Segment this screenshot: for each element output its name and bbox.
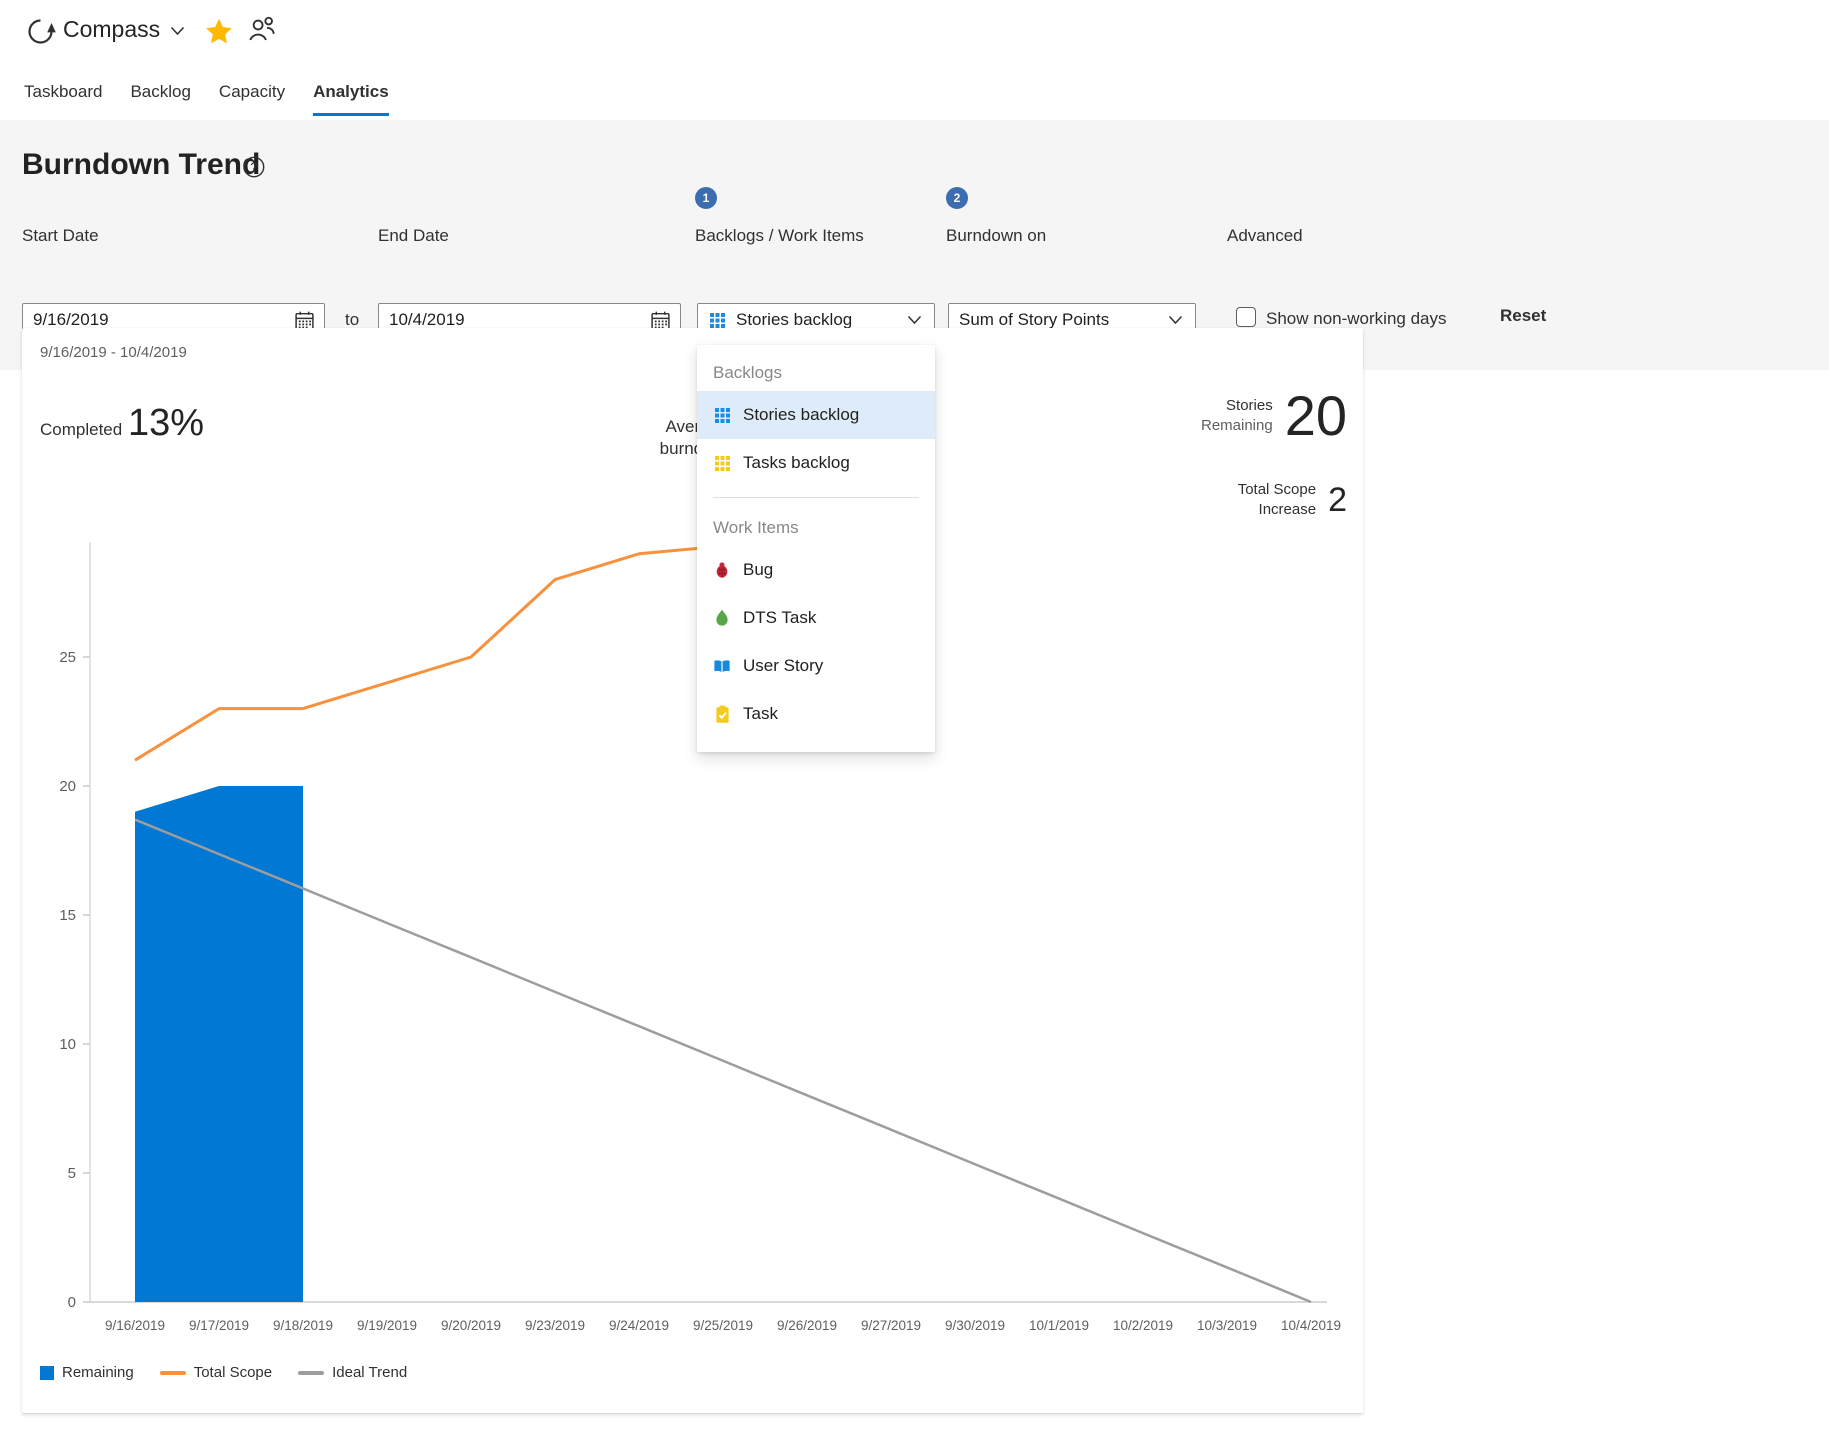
tab-analytics[interactable]: Analytics	[313, 82, 389, 116]
dropdown-item-bug[interactable]: Bug	[697, 546, 935, 594]
advanced-label: Advanced	[1227, 226, 1303, 245]
user-story-icon	[713, 657, 731, 675]
backlog-yellow-icon	[713, 454, 731, 472]
svg-text:10: 10	[59, 1036, 76, 1053]
scope-increase-value: 2	[1328, 481, 1347, 519]
svg-text:5: 5	[68, 1165, 76, 1182]
dts-task-icon	[713, 609, 731, 627]
svg-text:20: 20	[59, 778, 76, 795]
task-icon	[713, 705, 731, 723]
stories-remaining-label-line2: Remaining	[1200, 417, 1273, 434]
svg-text:9/19/2019: 9/19/2019	[357, 1318, 417, 1333]
date-range-to-label: to	[345, 310, 360, 329]
svg-text:9/20/2019: 9/20/2019	[441, 1318, 501, 1333]
legend-item-ideal-trend: Ideal Trend	[298, 1364, 407, 1381]
dropdown-section-header: Backlogs	[713, 363, 782, 382]
svg-text:?: ?	[250, 159, 257, 174]
stories-backlog-icon	[708, 311, 726, 329]
dropdown-item-label: DTS Task	[743, 608, 817, 627]
chevron-down-icon	[1168, 315, 1183, 325]
legend-label: Total Scope	[193, 1364, 273, 1381]
backlogs-dropdown-panel: Backlogs Stories backlog Tasks backlog Work…	[697, 345, 935, 752]
burndown-chart: 0 5 10 15 20 25 9/16/2019 9/17/2019 9/18/2019 9/1…	[59, 542, 1341, 1333]
dropdown-item-stories-backlog[interactable]: Stories backlog	[697, 391, 935, 439]
total-scope-increase-stat: Total Scope Increase 2	[1238, 480, 1347, 520]
scope-increase-label-line1: Total Scope	[1237, 481, 1317, 498]
legend-item-total-scope: Total Scope	[159, 1364, 273, 1381]
tab-bar: Taskboard Backlog Capacity Analytics	[24, 82, 389, 116]
chart-legend: Remaining Total Scope Ideal Trend	[40, 1364, 407, 1381]
step-badge-1: 1	[695, 187, 717, 209]
favorite-star-icon[interactable]	[205, 17, 233, 45]
end-date-label: End Date	[378, 226, 449, 245]
reset-button[interactable]: Reset	[1500, 306, 1547, 325]
completed-label: Completed	[40, 420, 123, 439]
dropdown-item-tasks-backlog[interactable]: Tasks backlog	[697, 439, 935, 487]
dropdown-item-label: Task	[743, 704, 778, 723]
svg-text:10/2/2019: 10/2/2019	[1113, 1318, 1173, 1333]
svg-text:9/24/2019: 9/24/2019	[609, 1318, 669, 1333]
chart-date-range: 9/16/2019 - 10/4/2019	[40, 344, 187, 361]
stories-remaining-stat: Stories Remaining 20	[1201, 388, 1347, 444]
start-date-calendar-icon[interactable]	[294, 310, 324, 331]
scope-increase-label-line2: Increase	[1258, 501, 1317, 518]
page-title: Burndown Trend	[22, 148, 261, 181]
dropdown-divider	[713, 497, 919, 498]
dropdown-item-dts-task[interactable]: DTS Task	[697, 594, 935, 642]
legend-swatch-icon	[40, 1365, 54, 1380]
dropdown-item-label: User Story	[743, 656, 824, 675]
app-header: Compass Taskboard Backlog Capacity Analytic…	[0, 0, 1829, 120]
dropdown-item-user-story[interactable]: User Story	[697, 642, 935, 690]
step-badge-2: 2	[946, 187, 968, 209]
backlogs-work-items-value: Stories backlog	[736, 310, 853, 329]
svg-text:0: 0	[68, 1294, 76, 1311]
stories-remaining-label-line1: Stories	[1226, 397, 1273, 414]
chevron-down-icon	[907, 315, 922, 325]
svg-text:9/16/2019: 9/16/2019	[105, 1318, 165, 1333]
backlog-blue-icon	[713, 406, 731, 424]
show-nonworking-days-label[interactable]: Show non-working days	[1266, 309, 1447, 328]
start-date-label: Start Date	[22, 226, 99, 245]
project-chevron-down-icon[interactable]	[170, 26, 185, 36]
svg-text:15: 15	[59, 907, 76, 924]
help-icon[interactable]: ?	[242, 155, 266, 179]
burndown-card: 9/16/2019 - 10/4/2019 Completed 13% Aver…	[22, 328, 1363, 1413]
completed-value: 13%	[128, 402, 205, 444]
legend-label: Remaining	[62, 1364, 134, 1381]
sprint-icon	[25, 16, 56, 47]
show-nonworking-days-checkbox[interactable]	[1236, 307, 1256, 327]
svg-text:10/1/2019: 10/1/2019	[1029, 1318, 1089, 1333]
svg-text:9/30/2019: 9/30/2019	[945, 1318, 1005, 1333]
legend-item-remaining: Remaining	[40, 1364, 134, 1381]
team-members-icon[interactable]	[247, 15, 277, 45]
dropdown-item-label: Tasks backlog	[743, 453, 850, 472]
project-name[interactable]: Compass	[63, 16, 161, 42]
legend-label: Ideal Trend	[332, 1364, 408, 1381]
svg-text:9/25/2019: 9/25/2019	[693, 1318, 753, 1333]
stories-remaining-value: 20	[1284, 384, 1347, 447]
svg-text:25: 25	[59, 649, 76, 666]
svg-text:10/3/2019: 10/3/2019	[1197, 1318, 1257, 1333]
tab-capacity[interactable]: Capacity	[218, 82, 286, 101]
end-date-input[interactable]	[379, 310, 650, 330]
burndown-on-label: Burndown on	[946, 226, 1047, 245]
svg-text:9/27/2019: 9/27/2019	[861, 1318, 921, 1333]
dropdown-item-label: Stories backlog	[743, 405, 860, 424]
tab-backlog[interactable]: Backlog	[130, 82, 191, 101]
dropdown-item-label: Bug	[743, 560, 774, 579]
svg-text:9/17/2019: 9/17/2019	[189, 1318, 249, 1333]
backlogs-work-items-label: Backlogs / Work Items	[695, 226, 864, 245]
legend-swatch-icon	[159, 1370, 186, 1375]
svg-text:9/26/2019: 9/26/2019	[777, 1318, 837, 1333]
start-date-input[interactable]	[23, 310, 294, 330]
burndown-on-value: Sum of Story Points	[959, 310, 1110, 329]
svg-text:10/4/2019: 10/4/2019	[1281, 1318, 1341, 1333]
svg-text:9/18/2019: 9/18/2019	[273, 1318, 333, 1333]
dropdown-section-header: Work Items	[713, 518, 799, 537]
bug-icon	[713, 561, 731, 579]
dropdown-item-task[interactable]: Task	[697, 690, 935, 738]
legend-swatch-icon	[298, 1370, 325, 1375]
svg-text:9/23/2019: 9/23/2019	[525, 1318, 585, 1333]
tab-taskboard[interactable]: Taskboard	[24, 82, 103, 101]
